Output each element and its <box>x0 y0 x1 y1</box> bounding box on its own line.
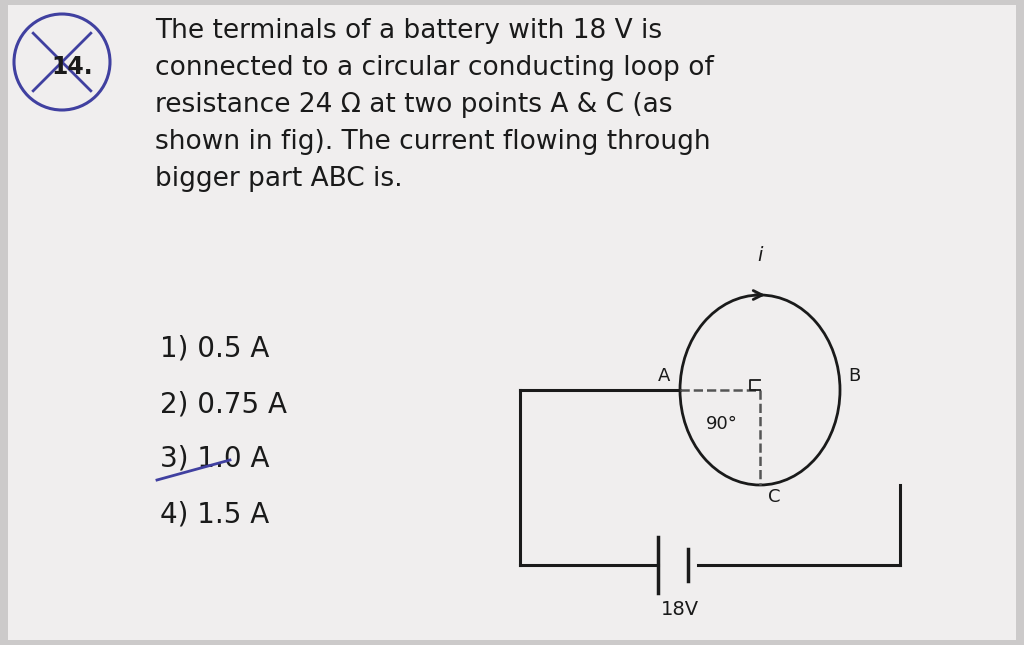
Text: The terminals of a battery with 18 V is
connected to a circular conducting loop : The terminals of a battery with 18 V is … <box>155 18 714 192</box>
FancyBboxPatch shape <box>8 5 1016 640</box>
Text: 90°: 90° <box>707 415 738 433</box>
Text: 3) 1.0 A: 3) 1.0 A <box>160 445 269 473</box>
Text: A: A <box>657 367 670 385</box>
Text: 14.: 14. <box>51 55 93 79</box>
Text: 1) 0.5 A: 1) 0.5 A <box>160 335 269 363</box>
Text: B: B <box>848 367 860 385</box>
Text: C: C <box>768 488 780 506</box>
Text: i: i <box>758 246 763 265</box>
Text: 2) 0.75 A: 2) 0.75 A <box>160 390 287 418</box>
Text: 18V: 18V <box>660 600 699 619</box>
Text: 4) 1.5 A: 4) 1.5 A <box>160 500 269 528</box>
